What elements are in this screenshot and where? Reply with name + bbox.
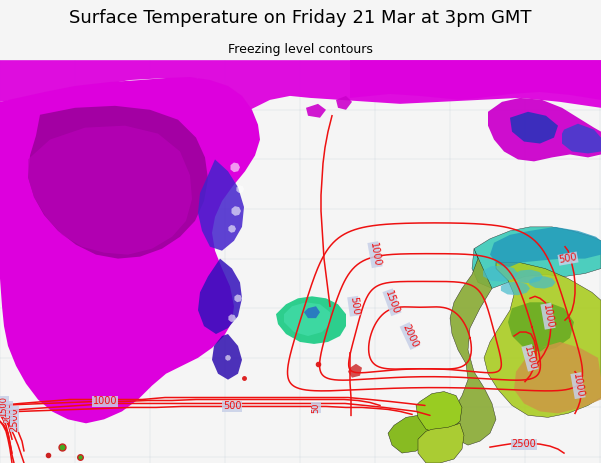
Polygon shape (514, 342, 601, 413)
Text: 1500: 1500 (522, 344, 538, 371)
Polygon shape (514, 269, 543, 283)
Polygon shape (228, 314, 236, 322)
Polygon shape (198, 159, 244, 250)
Text: 2500: 2500 (9, 407, 19, 432)
Polygon shape (231, 206, 241, 216)
Text: Surface Temperature on Friday 21 Mar at 3pm GMT: Surface Temperature on Friday 21 Mar at … (69, 9, 532, 27)
Text: 2500: 2500 (511, 439, 536, 449)
Polygon shape (284, 302, 330, 336)
Text: 2000: 2000 (400, 323, 419, 349)
Polygon shape (234, 294, 242, 302)
Text: 1500: 1500 (383, 289, 401, 316)
Polygon shape (488, 98, 601, 162)
Text: 500: 500 (223, 401, 241, 412)
Polygon shape (231, 163, 240, 172)
Polygon shape (306, 104, 326, 118)
Polygon shape (484, 263, 601, 417)
Polygon shape (304, 306, 320, 318)
Polygon shape (472, 227, 601, 288)
Polygon shape (236, 185, 244, 193)
Text: 1000: 1000 (571, 373, 585, 399)
Polygon shape (212, 334, 242, 380)
Polygon shape (416, 392, 462, 433)
Polygon shape (501, 282, 530, 295)
Polygon shape (225, 355, 231, 361)
Polygon shape (450, 249, 496, 445)
Polygon shape (529, 276, 555, 288)
Polygon shape (490, 227, 601, 269)
Polygon shape (348, 364, 362, 378)
Text: 1000: 1000 (368, 242, 382, 268)
Polygon shape (28, 125, 192, 255)
Polygon shape (0, 60, 601, 110)
Text: Freezing level contours: Freezing level contours (228, 43, 373, 56)
Text: 500: 500 (348, 296, 360, 316)
Polygon shape (510, 112, 558, 144)
Polygon shape (562, 124, 601, 153)
Text: 1500: 1500 (0, 396, 8, 417)
Polygon shape (388, 415, 432, 453)
Polygon shape (198, 259, 242, 334)
Text: 1000: 1000 (93, 396, 117, 407)
Polygon shape (228, 225, 236, 233)
Polygon shape (28, 106, 208, 259)
Text: 1000: 1000 (541, 303, 555, 329)
Text: 50: 50 (311, 402, 320, 413)
Polygon shape (508, 302, 574, 352)
Polygon shape (336, 96, 352, 110)
Polygon shape (418, 423, 464, 463)
Polygon shape (350, 60, 601, 100)
Text: 500: 500 (558, 252, 578, 265)
Text: 2000: 2000 (4, 402, 13, 423)
Polygon shape (483, 265, 518, 282)
Polygon shape (276, 296, 346, 344)
Polygon shape (0, 77, 260, 423)
